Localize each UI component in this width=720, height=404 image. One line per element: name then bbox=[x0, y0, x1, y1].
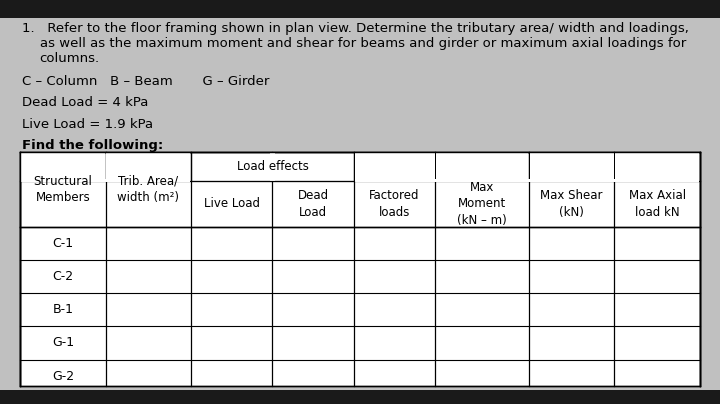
Text: Max
Moment
(kN – m): Max Moment (kN – m) bbox=[457, 181, 507, 227]
Text: G-3: G-3 bbox=[52, 403, 74, 404]
Text: Trib. Area/
width (m²): Trib. Area/ width (m²) bbox=[117, 175, 179, 204]
Text: Factored
loads: Factored loads bbox=[369, 189, 420, 219]
Bar bbox=[530, 152, 613, 180]
Bar bbox=[615, 152, 699, 180]
Text: Live Load: Live Load bbox=[204, 197, 260, 210]
Bar bbox=[436, 152, 528, 180]
Text: C – Column   B – Beam       G – Girder: C – Column B – Beam G – Girder bbox=[22, 75, 269, 88]
Bar bbox=[21, 179, 190, 182]
Text: Max Axial
load kN: Max Axial load kN bbox=[629, 189, 685, 219]
Bar bbox=[355, 152, 435, 180]
Bar bbox=[355, 179, 699, 182]
Text: Find the following:: Find the following: bbox=[22, 139, 163, 152]
Bar bbox=[20, 152, 700, 386]
Bar bbox=[21, 152, 105, 180]
Text: Live Load = 1.9 kPa: Live Load = 1.9 kPa bbox=[22, 118, 153, 130]
Text: Dead
Load: Dead Load bbox=[297, 189, 329, 219]
Text: B-1: B-1 bbox=[53, 303, 73, 316]
Text: as well as the maximum moment and shear for beams and girder or maximum axial lo: as well as the maximum moment and shear … bbox=[40, 37, 686, 50]
Text: Max Shear
(kN): Max Shear (kN) bbox=[541, 189, 603, 219]
Text: G-2: G-2 bbox=[52, 370, 74, 383]
Text: C-2: C-2 bbox=[53, 270, 73, 283]
Text: Structural
Members: Structural Members bbox=[33, 175, 92, 204]
Bar bbox=[270, 152, 274, 181]
Text: columns.: columns. bbox=[40, 52, 100, 65]
Text: C-1: C-1 bbox=[53, 237, 73, 250]
Bar bbox=[107, 152, 190, 180]
Bar bbox=[0, 0, 720, 18]
Text: Load effects: Load effects bbox=[237, 160, 308, 173]
Text: 1.   Refer to the floor framing shown in plan view. Determine the tributary area: 1. Refer to the floor framing shown in p… bbox=[22, 22, 688, 35]
Text: G-1: G-1 bbox=[52, 337, 74, 349]
Bar bbox=[0, 390, 720, 404]
Text: Dead Load = 4 kPa: Dead Load = 4 kPa bbox=[22, 96, 148, 109]
